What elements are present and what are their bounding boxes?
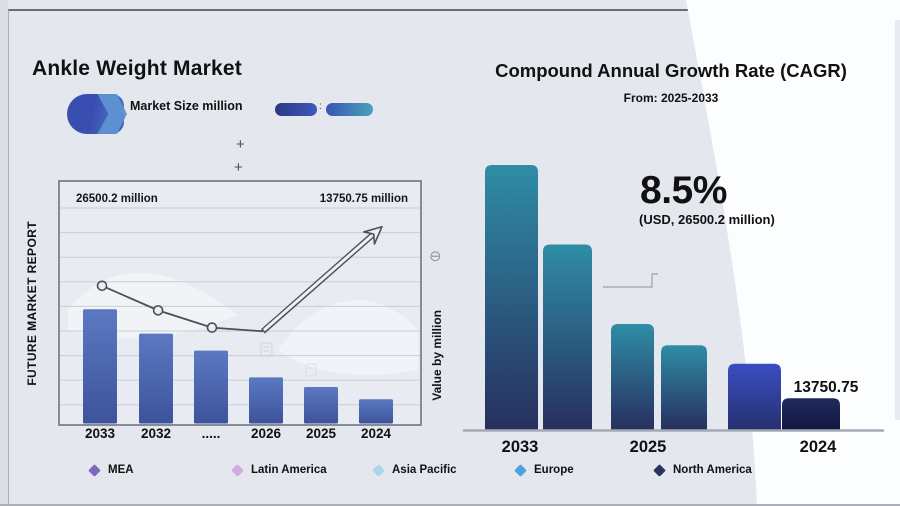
x-tick-label: 2024 [360, 426, 392, 441]
legend-item-mea: MEA [88, 463, 134, 477]
cagr-bar [728, 363, 781, 430]
arrow-shaft-inner [262, 234, 374, 332]
plus-icon: + [234, 159, 243, 176]
legend-label: Asia Pacific [392, 464, 457, 476]
cagr-bar [782, 398, 840, 430]
legend-item-latin-america: Latin America [231, 463, 327, 477]
right-edge-strip [895, 20, 900, 420]
step-annotation-line [603, 273, 658, 288]
x-tick-label: 2032 [140, 426, 172, 441]
page-title: Ankle Weight Market [32, 57, 242, 80]
bar-groups [485, 165, 840, 430]
market-size-pill-icon [67, 94, 127, 134]
value-callout: 13750.75 [793, 379, 859, 396]
legend-diamond-icon [88, 463, 101, 477]
left-chart-x-axis: 2033 2032..... 2026 2025 2024 [58, 426, 422, 444]
left-chart-y-axis-label: FUTURE MARKET REPORT [25, 220, 39, 386]
cagr-usd-note: (USD, 26500.2 million) [639, 212, 775, 227]
bar-2025 [304, 387, 338, 424]
trend-line [101, 284, 263, 333]
legend-item-north-america: North America [653, 463, 752, 477]
legend-item-europe: Europe [514, 463, 574, 477]
gridlines [60, 207, 420, 406]
region-legend: MEA Latin America Asia Pacific Europe North … [0, 463, 900, 486]
cagr-bar [611, 324, 654, 430]
x-tick-label: ..... [201, 426, 221, 441]
cagr-bar-chart [462, 165, 885, 432]
legend-item-asia-pacific: Asia Pacific [372, 463, 457, 477]
hexagon-icon [97, 94, 127, 134]
left-edge-strip [0, 0, 8, 506]
line-marker [152, 305, 164, 316]
gradient-pill-icon-a [275, 103, 317, 116]
legend-label: North America [673, 464, 752, 476]
bar-2024 [359, 399, 393, 424]
bar-2032 [139, 333, 173, 424]
bottom-border [0, 504, 900, 506]
legend-label: Latin America [251, 464, 327, 476]
legend-diamond-icon [514, 463, 527, 477]
x-tick-label: 2025 [629, 438, 667, 456]
legend-diamond-icon [372, 463, 385, 477]
white-diagonal-shape [686, 0, 900, 506]
bar-2026 [249, 377, 283, 424]
faint-document-icons [260, 342, 317, 377]
x-tick-label: 2024 [799, 438, 837, 456]
market-size-label: Market Size million [130, 99, 243, 113]
annotation-start-value: 26500.2 million [76, 193, 158, 205]
watermark-blob [278, 300, 418, 375]
left-chart-value-axis-label: Value by million [430, 309, 444, 401]
trend-line-with-arrow [96, 225, 383, 334]
chart-frame [58, 180, 422, 426]
cagr-title: Compound Annual Growth Rate (CAGR) [495, 60, 847, 81]
cagr-bar [485, 165, 538, 430]
cagr-bar [543, 244, 592, 430]
cagr-bar [661, 345, 707, 430]
cagr-header: Compound Annual Growth Rate (CAGR) From:… [446, 60, 896, 105]
x-tick-label: 2025 [305, 426, 337, 441]
line-marker [206, 322, 218, 333]
frame-border [8, 9, 900, 504]
bar-series [83, 309, 393, 424]
x-tick-label: 2033 [501, 438, 539, 456]
line-marker [96, 280, 108, 292]
cagr-percentage: 8.5% [640, 169, 727, 212]
gradient-pill-icon-b [326, 103, 373, 116]
market-size-chart: 26500.2 million 13750.75 million [58, 180, 422, 426]
legend-label: MEA [108, 464, 134, 476]
arrow-head [363, 225, 383, 245]
bar-2033 [83, 309, 117, 424]
cagr-chart-x-axis: 2033 2025 2024 [0, 438, 900, 460]
legend-diamond-icon [653, 463, 666, 477]
cagr-subtitle: From: 2025-2033 [623, 91, 719, 105]
x-tick-label: 2033 [84, 426, 116, 441]
annotation-end-value: 13750.75 million [320, 193, 408, 205]
minus-circle-icon: ⊖ [429, 248, 442, 265]
x-tick-label: 2026 [250, 426, 282, 441]
plus-icon: + [236, 136, 245, 153]
bar-..... [194, 350, 228, 424]
legend-label: Europe [534, 464, 574, 476]
legend-diamond-icon [231, 463, 244, 477]
pill-separator: : [319, 101, 322, 112]
